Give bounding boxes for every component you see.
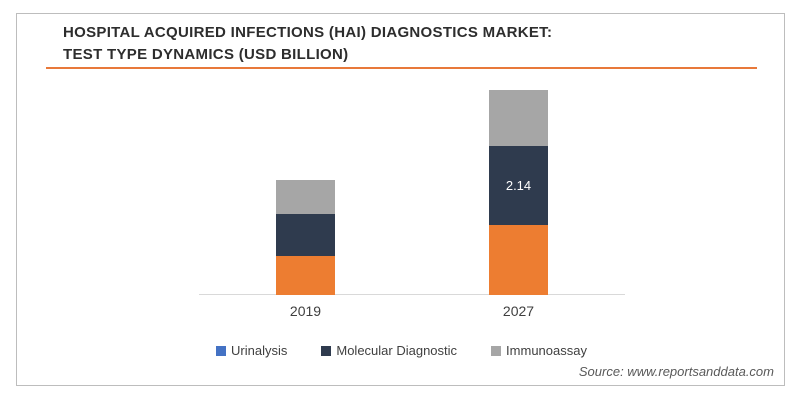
chart-card: HOSPITAL ACQUIRED INFECTIONS (HAI) DIAGN… [16,13,785,386]
legend-item-urinalysis: Urinalysis [216,343,287,358]
title-underline-rule [46,67,757,69]
bar-segment-molecular-diagnostic [276,213,335,257]
x-axis-line [199,294,625,295]
legend-item-molecular-diagnostic: Molecular Diagnostic [321,343,457,358]
stacked-bar-2019 [276,180,335,295]
bar-segment-molecular-diagnostic: 2.14 [489,145,548,225]
source-attribution: Source: www.reportsanddata.com [578,364,774,379]
plot-area: 2.14 2019 2027 [17,14,786,387]
bar-segment-urinalysis [489,224,548,295]
bar-segment-urinalysis [276,256,335,295]
chart-title: HOSPITAL ACQUIRED INFECTIONS (HAI) DIAGN… [63,22,552,66]
bar-segment-immunoassay [489,90,548,146]
legend-swatch-molecular-diagnostic [321,345,332,356]
stacked-bar-2027: 2.14 [489,90,548,295]
x-axis-label-2027: 2027 [502,303,535,319]
chart-title-line2: TEST TYPE DYNAMICS (USD BILLION) [63,46,349,63]
bar-data-label: 2.14 [505,177,532,193]
legend-label-molecular-diagnostic: Molecular Diagnostic [336,343,458,358]
legend-swatch-urinalysis [216,345,227,356]
bar-segment-immunoassay [276,180,335,214]
legend: Urinalysis Molecular Diagnostic Immunoas… [17,343,786,358]
legend-label-urinalysis: Urinalysis [231,343,288,358]
chart-title-line1: HOSPITAL ACQUIRED INFECTIONS (HAI) DIAGN… [63,24,553,41]
legend-item-immunoassay: Immunoassay [491,343,587,358]
x-axis-label-2019: 2019 [289,303,322,319]
legend-swatch-immunoassay [491,345,502,356]
legend-label-immunoassay: Immunoassay [506,343,587,358]
